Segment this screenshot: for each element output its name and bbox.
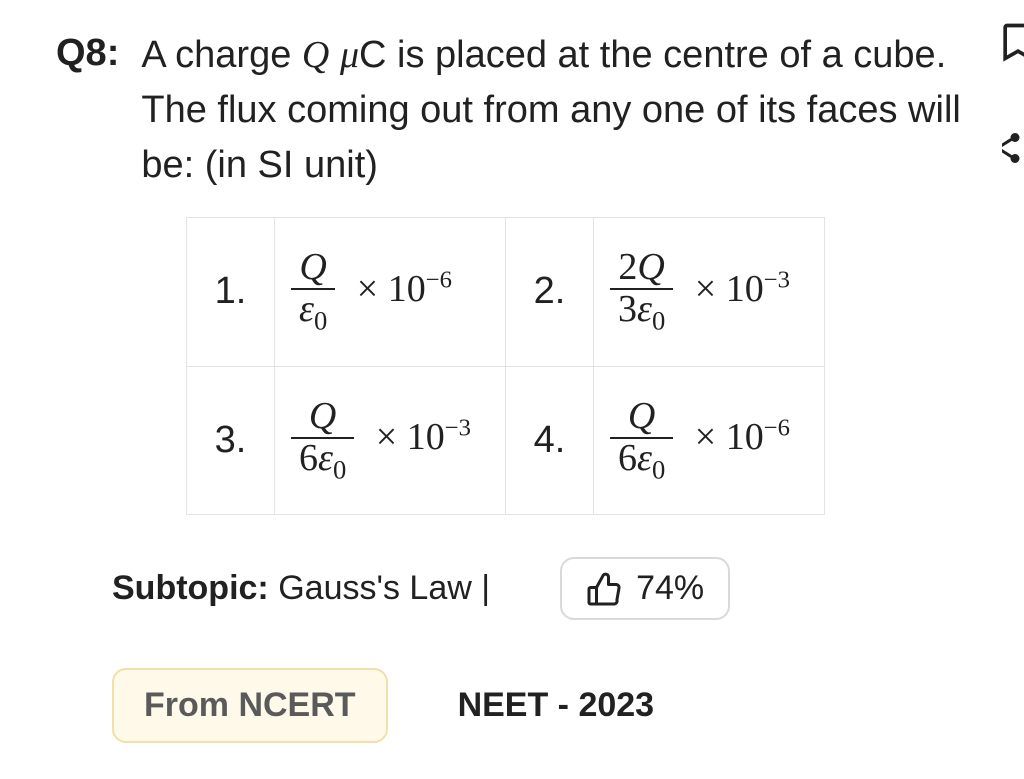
- question-text: A charge Q μC is placed at the centre of…: [141, 28, 981, 193]
- options-row: 1.Qε0 × 10−62.2Q3ε0 × 10−3: [187, 218, 825, 366]
- question-card: Q8: A charge Q μC is placed at the centr…: [0, 0, 1024, 779]
- subtopic-value: Gauss's Law |: [278, 569, 490, 607]
- thumbs-up-icon: [586, 571, 622, 607]
- option-number[interactable]: 4.: [506, 366, 594, 514]
- like-percent: 74%: [636, 569, 704, 608]
- option-number[interactable]: 2.: [506, 218, 594, 366]
- ncert-badge: From NCERT: [112, 668, 388, 743]
- like-pill[interactable]: 74%: [560, 557, 730, 620]
- option-expression[interactable]: Qε0 × 10−6: [275, 218, 506, 366]
- options-table: 1.Qε0 × 10−62.2Q3ε0 × 10−33.Q6ε0 × 10−34…: [186, 217, 825, 515]
- exam-label: NEET - 2023: [458, 686, 655, 725]
- subtopic: Subtopic: Gauss's Law |: [112, 569, 490, 608]
- bookmark-icon[interactable]: [996, 20, 1024, 64]
- option-expression[interactable]: Q6ε0 × 10−3: [275, 366, 506, 514]
- options-row: 3.Q6ε0 × 10−34.Q6ε0 × 10−6: [187, 366, 825, 514]
- question-row: Q8: A charge Q μC is placed at the centr…: [56, 28, 984, 193]
- subtopic-label: Subtopic:: [112, 569, 269, 607]
- option-number[interactable]: 1.: [187, 218, 275, 366]
- source-row: From NCERT NEET - 2023: [112, 668, 984, 743]
- options-table-wrap: 1.Qε0 × 10−62.2Q3ε0 × 10−33.Q6ε0 × 10−34…: [186, 217, 984, 515]
- meta-row: Subtopic: Gauss's Law | 74%: [112, 557, 984, 620]
- option-expression[interactable]: Q6ε0 × 10−6: [594, 366, 825, 514]
- question-number: Q8:: [56, 28, 119, 79]
- share-icon[interactable]: [1002, 130, 1024, 168]
- option-expression[interactable]: 2Q3ε0 × 10−3: [594, 218, 825, 366]
- option-number[interactable]: 3.: [187, 366, 275, 514]
